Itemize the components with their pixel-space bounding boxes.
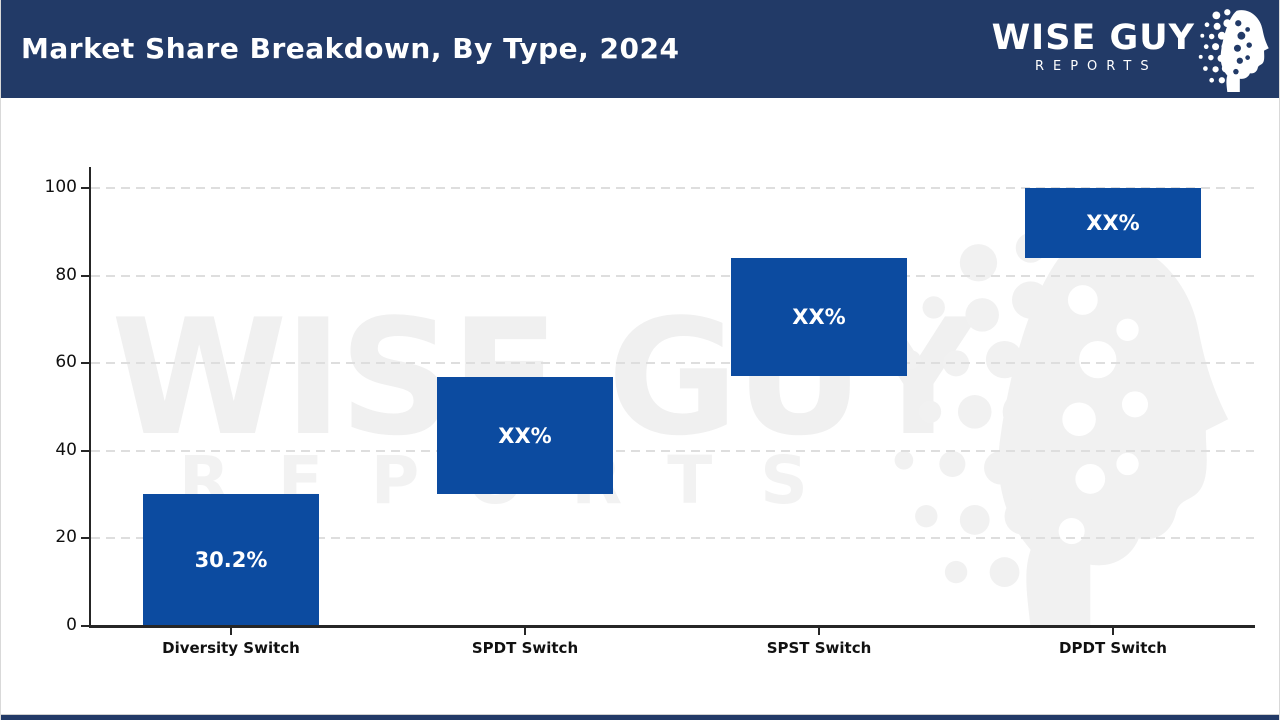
brand-logo-sub-text: REPORTS [1034,58,1158,74]
bar-diversity-switch: 30.2% [143,494,319,626]
bar-dpdt-switch: XX% [1025,188,1201,258]
bar-value-label: XX% [792,305,846,329]
y-axis-line [89,167,91,628]
brand-logo-text: WISE GUY REPORTS [992,20,1195,74]
page-title: Market Share Breakdown, By Type, 2024 [21,32,680,65]
x-axis-line [89,625,1255,628]
x-tick-label-spdt-switch: SPDT Switch [471,639,579,657]
x-tick [1112,628,1114,635]
watermark-face-icon [894,232,1229,628]
y-tick [81,275,89,277]
header-bar: Market Share Breakdown, By Type, 2024 WI… [1,0,1279,98]
chart-area: WISE GUY REPORTS [1,98,1279,715]
y-tick [81,625,89,627]
bar-value-label: 30.2% [194,548,268,572]
x-tick [524,628,526,635]
gridline-40 [91,450,1254,452]
y-tick-label: 60 [55,352,77,372]
bar-value-label: XX% [498,423,552,448]
bar-spdt-switch: XX% [437,377,613,494]
x-tick-label-dpdt-switch: DPDT Switch [1059,639,1167,657]
y-tick [81,187,89,189]
x-tick [230,628,232,635]
y-tick-label: 40 [55,440,77,460]
gridline-100 [91,187,1254,189]
y-tick-label: 100 [44,177,77,197]
y-tick [81,450,89,452]
y-tick-label: 80 [55,265,77,285]
y-tick-label: 20 [55,527,77,547]
x-tick-label-spst-switch: SPST Switch [766,639,872,657]
y-tick [81,537,89,539]
brand-logo: WISE GUY REPORTS [992,4,1273,94]
bar-value-label: XX% [1086,211,1140,235]
y-tick [81,362,89,364]
y-tick-label: 0 [66,615,77,635]
gridline-20 [91,537,1254,539]
x-tick-label-diversity-switch: Diversity Switch [162,639,300,657]
brand-logo-main-text: WISE GUY [991,18,1195,58]
footer-bar [1,715,1279,720]
x-tick [818,628,820,635]
bar-spst-switch: XX% [731,258,907,376]
gridline-60 [91,362,1254,364]
gridline-80 [91,275,1254,277]
logo-face-icon [1198,9,1269,92]
